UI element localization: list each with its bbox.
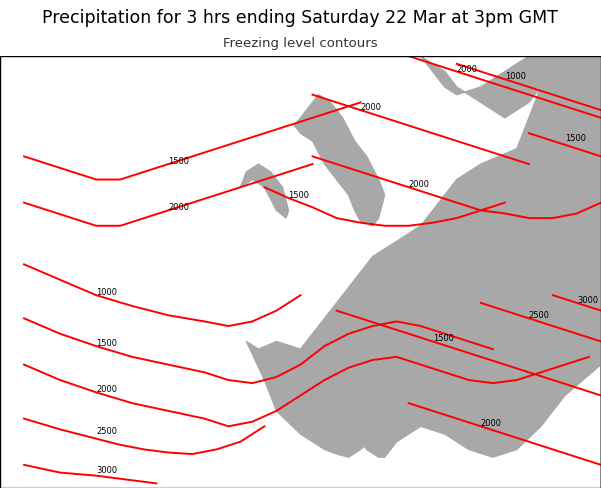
Text: 3000: 3000 — [96, 466, 117, 474]
Text: 1000: 1000 — [96, 288, 117, 297]
Text: 2000: 2000 — [361, 103, 382, 112]
Text: 1500: 1500 — [565, 134, 586, 143]
Text: 1500: 1500 — [168, 157, 189, 166]
Polygon shape — [240, 164, 288, 218]
Text: Freezing level contours: Freezing level contours — [223, 37, 378, 50]
Text: 1500: 1500 — [96, 339, 117, 348]
Text: Precipitation for 3 hrs ending Saturday 22 Mar at 3pm GMT: Precipitation for 3 hrs ending Saturday … — [43, 9, 558, 27]
Polygon shape — [300, 56, 601, 488]
Text: 2000: 2000 — [409, 180, 430, 189]
Polygon shape — [246, 334, 403, 457]
Text: 3000: 3000 — [577, 296, 598, 305]
Text: 2000: 2000 — [168, 203, 189, 212]
Text: 2000: 2000 — [457, 64, 478, 74]
Text: 2500: 2500 — [96, 427, 117, 436]
Text: 1500: 1500 — [433, 334, 454, 344]
Text: 2000: 2000 — [96, 386, 117, 394]
Polygon shape — [421, 56, 601, 118]
Text: 2000: 2000 — [481, 419, 502, 428]
Text: 1500: 1500 — [288, 191, 310, 200]
Text: 1000: 1000 — [505, 72, 526, 81]
Polygon shape — [294, 95, 385, 226]
Text: 2500: 2500 — [529, 311, 550, 320]
